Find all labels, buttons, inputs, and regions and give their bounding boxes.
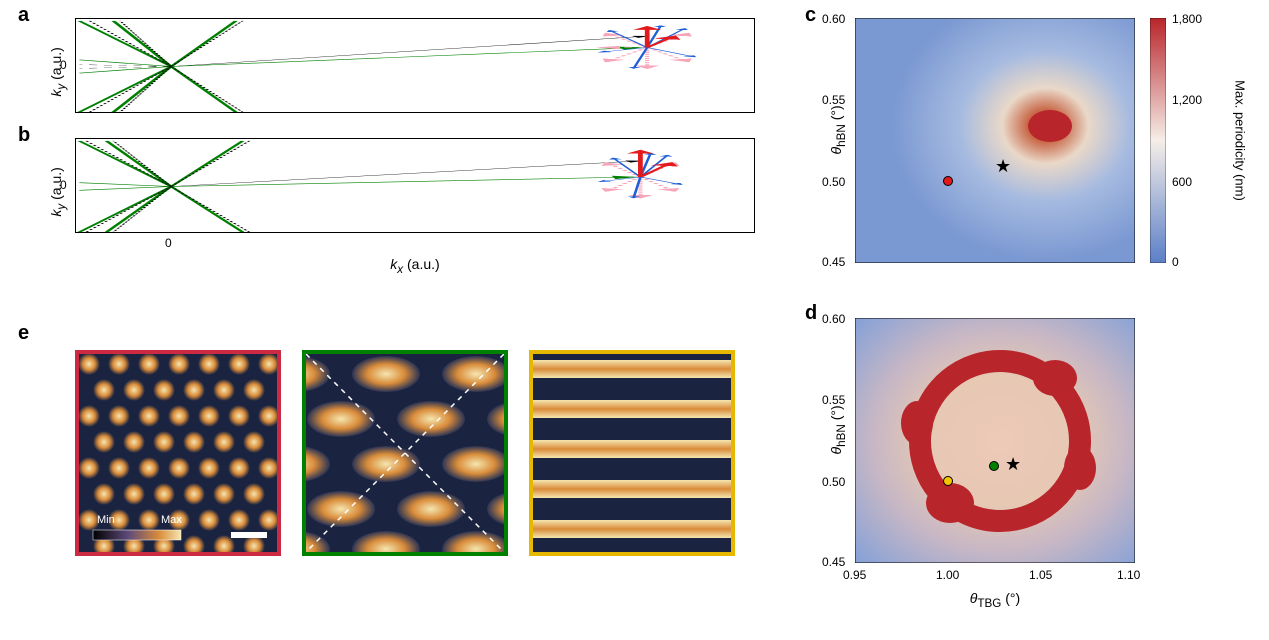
ytick-c-0: 0.45 — [822, 255, 845, 269]
ytick-d-0: 0.45 — [822, 555, 845, 569]
panel-e-left: Min Max — [75, 350, 281, 556]
panel-e-right-svg — [533, 354, 731, 552]
marker-d-star: ★ — [1005, 454, 1021, 475]
ytick-d-1: 0.50 — [822, 475, 845, 489]
panel-e-mid-svg — [306, 354, 504, 552]
xtick-d-2: 1.05 — [1029, 568, 1052, 582]
heatmap-d: ★ — [855, 318, 1135, 563]
xtick-d-1: 1.00 — [936, 568, 959, 582]
ylabel-d-text: θhBN (°) — [828, 405, 844, 454]
heatmap-d-svg — [855, 318, 1135, 563]
cbar-tick-3: 1,800 — [1172, 12, 1202, 26]
marker-c-red — [943, 176, 953, 186]
marker-c-star: ★ — [995, 156, 1011, 177]
colorbar-label: Max. periodicity (nm) — [1233, 61, 1248, 221]
panel-e-mid — [302, 350, 508, 556]
ytick-d-2: 0.55 — [822, 393, 845, 407]
ytick-c-2: 0.55 — [822, 93, 845, 107]
minicbar-min: Min — [97, 514, 115, 526]
heatmap-c-svg — [855, 18, 1135, 263]
xlabel-ab-text: kx (a.u.) — [390, 256, 439, 272]
xlabel-d-text: θTBG (°) — [970, 590, 1020, 606]
plot-a-svg — [76, 19, 756, 114]
ytick-c-3: 0.60 — [822, 12, 845, 26]
panel-label-b: b — [18, 124, 30, 147]
plot-b — [75, 138, 755, 233]
cbar-tick-1: 600 — [1172, 175, 1192, 189]
xtick-d-0: 0.95 — [843, 568, 866, 582]
cbar-tick-2: 1,200 — [1172, 93, 1202, 107]
panel-label-c: c — [805, 4, 816, 27]
panel-label-a: a — [18, 4, 29, 27]
heatmap-c: ★ — [855, 18, 1135, 263]
xlabel-ab: kx (a.u.) — [75, 256, 755, 276]
ytick-d-3: 0.60 — [822, 312, 845, 326]
plot-b-svg — [76, 139, 756, 234]
colorbar-svg — [1150, 18, 1166, 263]
marker-d-yellow — [943, 476, 953, 486]
xtick-d-3: 1.10 — [1117, 568, 1140, 582]
panel-label-e: e — [18, 322, 29, 345]
ytick-b: 0 — [60, 178, 67, 192]
plot-a — [75, 18, 755, 113]
ytick-a: 0 — [60, 58, 67, 72]
panel-e-right — [529, 350, 735, 556]
colorbar — [1150, 18, 1166, 263]
xtick-b: 0 — [165, 236, 172, 250]
cbar-tick-0: 0 — [1172, 255, 1179, 269]
minicbar-max: Max — [161, 514, 182, 526]
panel-label-d: d — [805, 302, 817, 325]
ylabel-c-text: θhBN (°) — [828, 105, 844, 154]
marker-d-green — [989, 461, 999, 471]
xlabel-d: θTBG (°) — [855, 590, 1135, 610]
ytick-c-1: 0.50 — [822, 175, 845, 189]
